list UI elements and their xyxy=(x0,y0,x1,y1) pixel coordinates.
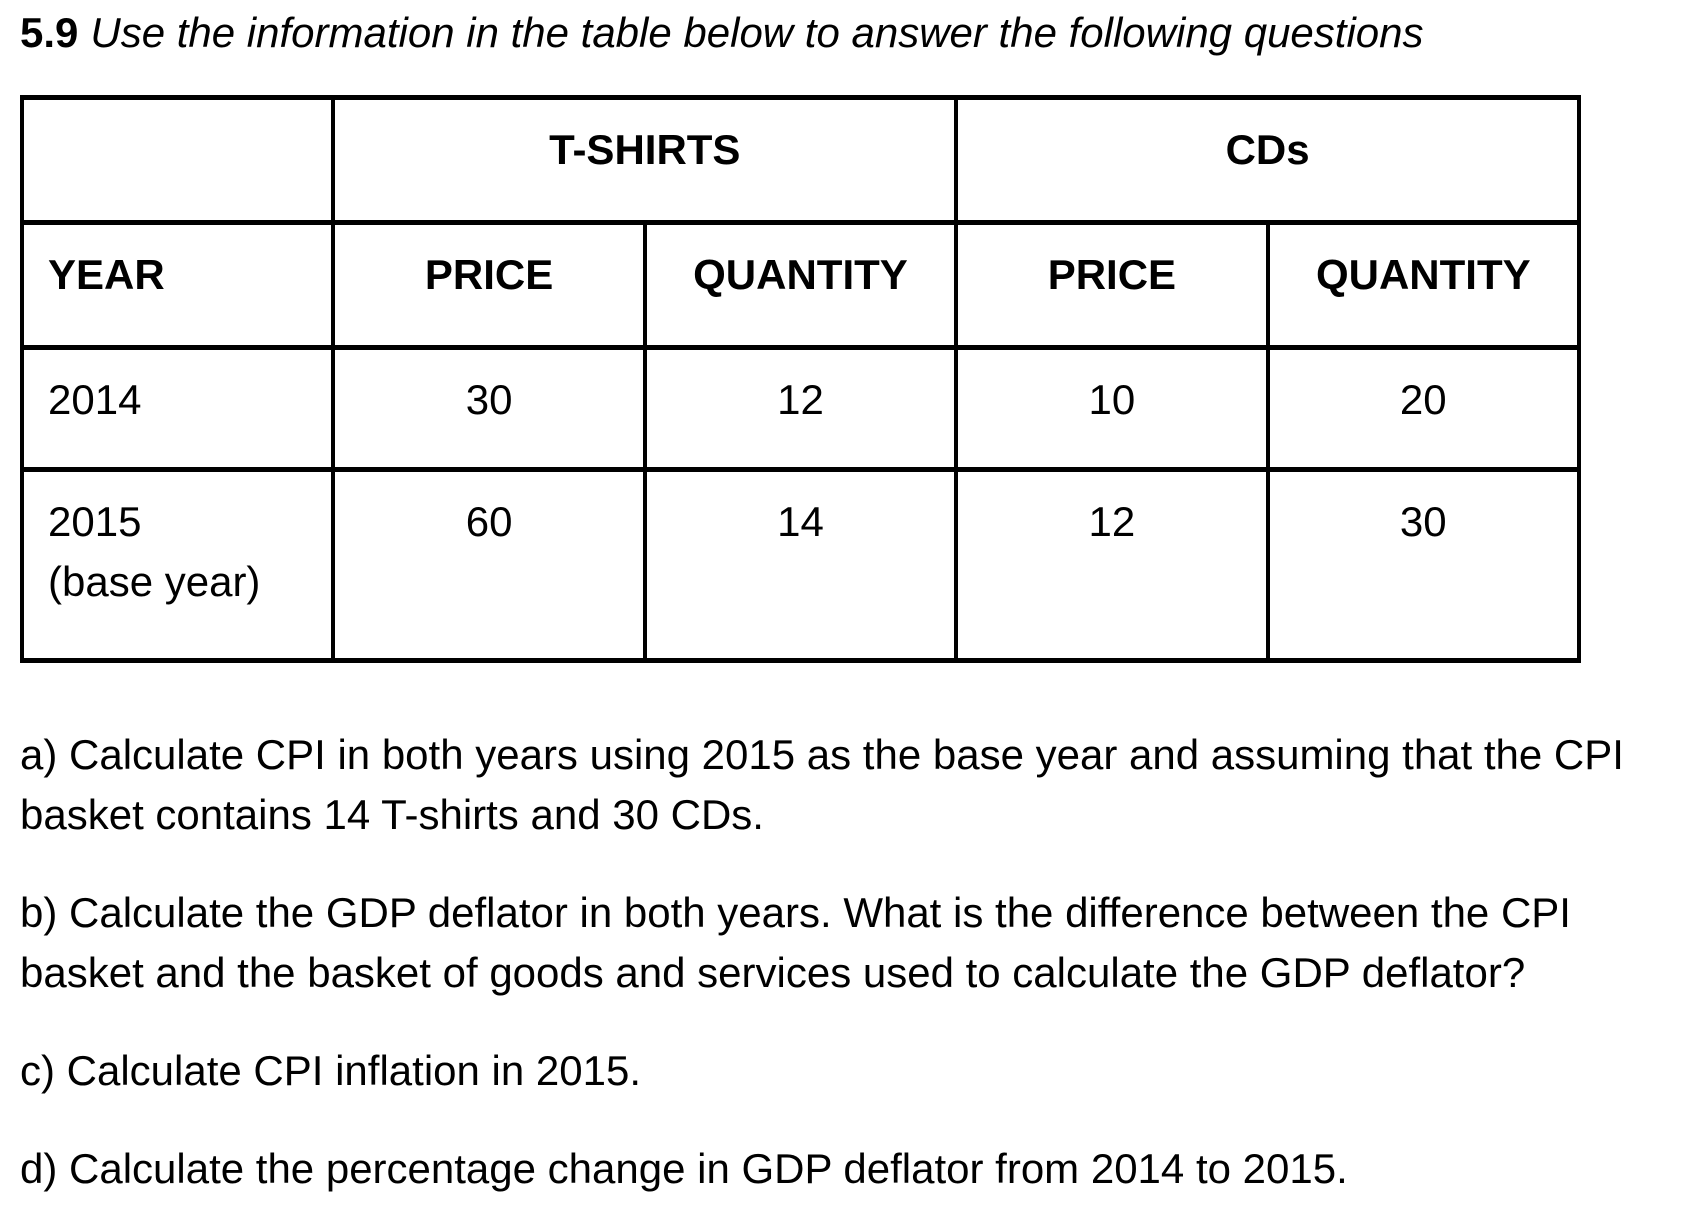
question-d: d) Calculate the percentage change in GD… xyxy=(20,1145,1348,1192)
tshirt-price-cell: 30 xyxy=(331,345,647,472)
tshirt-price-cell: 60 xyxy=(331,467,647,663)
tshirt-quantity-cell: 14 xyxy=(642,467,959,663)
cd-quantity-cell: 20 xyxy=(1265,345,1582,472)
column-header-year: YEAR xyxy=(19,220,336,350)
questions-section: a) Calculate CPI in both years using 201… xyxy=(20,725,1674,1199)
column-header-cd-quantity: QUANTITY xyxy=(1265,220,1582,350)
question-c: c) Calculate CPI inflation in 2015. xyxy=(20,1047,641,1094)
cd-quantity-cell: 30 xyxy=(1265,467,1582,663)
price-quantity-table: T-SHIRTS CDs YEAR PRICE QUANTITY PRICE Q… xyxy=(19,95,1582,663)
table-column-header-row: YEAR PRICE QUANTITY PRICE QUANTITY xyxy=(19,220,1582,350)
table-row-2014: 2014 30 12 10 20 xyxy=(19,345,1582,472)
group-header-cds: CDs xyxy=(954,95,1581,225)
year-cell: 2014 xyxy=(19,345,336,472)
column-header-tshirt-quantity: QUANTITY xyxy=(642,220,959,350)
question-heading: 5.9 Use the information in the table belo… xyxy=(20,0,1674,64)
table-row-2015: 2015 (base year) 60 14 12 30 xyxy=(19,467,1582,663)
cd-price-cell: 12 xyxy=(954,467,1270,663)
question-b: b) Calculate the GDP deflator in both ye… xyxy=(20,889,1571,996)
tshirt-quantity-cell: 12 xyxy=(642,345,959,472)
question-heading-text: Use the information in the table below t… xyxy=(90,9,1424,56)
group-header-tshirts: T-SHIRTS xyxy=(331,95,959,225)
year-note: (base year) xyxy=(48,558,261,605)
year-label: 2015 xyxy=(48,498,142,545)
cd-price-cell: 10 xyxy=(954,345,1270,472)
year-cell: 2015 (base year) xyxy=(19,467,336,663)
corner-cell xyxy=(19,95,336,225)
question-number: 5.9 xyxy=(20,9,79,56)
column-header-cd-price: PRICE xyxy=(954,220,1270,350)
table-group-header-row: T-SHIRTS CDs xyxy=(19,95,1581,225)
column-header-tshirt-price: PRICE xyxy=(331,220,647,350)
question-a: a) Calculate CPI in both years using 201… xyxy=(20,731,1624,838)
year-label: 2014 xyxy=(48,376,142,423)
